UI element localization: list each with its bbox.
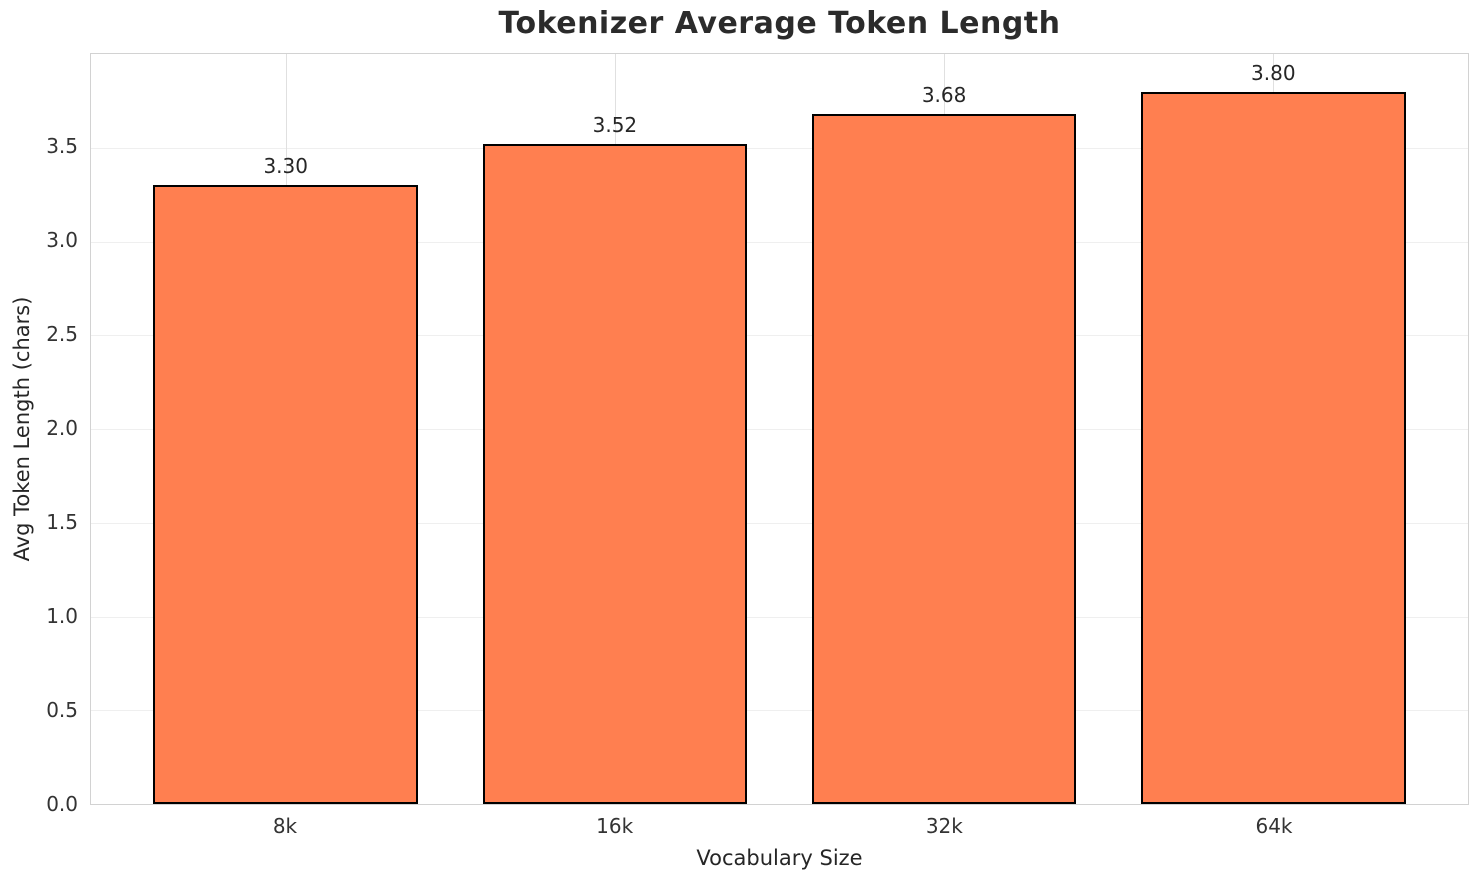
ytick-label-0.0: 0.0 — [46, 792, 78, 816]
ytick-label-1.0: 1.0 — [46, 604, 78, 628]
gridline-horizontal — [91, 241, 1468, 243]
bar-16k — [482, 144, 748, 804]
chart-title: Tokenizer Average Token Length — [498, 6, 1061, 41]
gridline-horizontal — [91, 616, 1468, 618]
bar-8k — [153, 185, 419, 804]
ytick-label-3.0: 3.0 — [46, 228, 78, 252]
gridline-horizontal — [91, 429, 1468, 431]
ytick-label-1.5: 1.5 — [46, 510, 78, 534]
x-axis-label: Vocabulary Size — [696, 846, 863, 870]
bar-32k — [811, 114, 1077, 804]
gridline-horizontal — [91, 335, 1468, 337]
xtick-label-32k: 32k — [925, 814, 963, 838]
ytick-label-0.5: 0.5 — [46, 698, 78, 722]
plot-area: 3.30 3.52 3.68 3.80 — [90, 53, 1469, 805]
gridline-horizontal — [91, 710, 1468, 712]
xtick-label-8k: 8k — [272, 814, 298, 838]
bar-64k — [1140, 91, 1406, 804]
ytick-label-2.0: 2.0 — [46, 416, 78, 440]
xtick-label-16k: 16k — [596, 814, 634, 838]
xtick-label-64k: 64k — [1255, 814, 1293, 838]
ytick-label-2.5: 2.5 — [46, 322, 78, 346]
ytick-label-3.5: 3.5 — [46, 134, 78, 158]
bar-value-label: 3.30 — [263, 154, 308, 179]
bar-value-label: 3.80 — [1251, 60, 1296, 85]
bar-value-label: 3.52 — [592, 113, 638, 137]
gridline-horizontal — [91, 147, 1468, 149]
bar-value-label: 3.68 — [921, 83, 967, 107]
gridline-horizontal — [91, 522, 1468, 524]
